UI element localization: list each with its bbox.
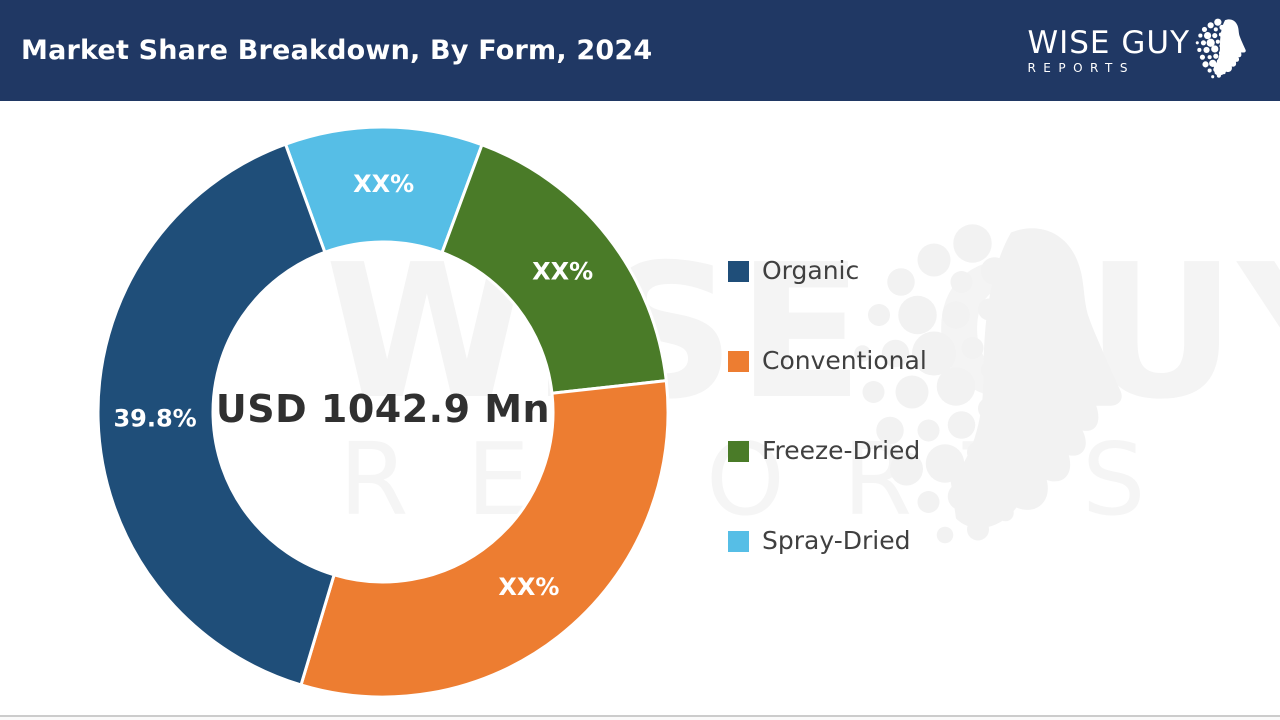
donut-slice-conventional — [299, 379, 670, 699]
legend-label: Conventional — [762, 346, 927, 375]
legend-item-spray-dried: Spray-Dried — [728, 526, 927, 556]
legend-label: Freeze-Dried — [762, 436, 921, 465]
donut-slice-freeze-dried — [440, 143, 668, 395]
slice-value-label-conventional: XX% — [498, 573, 559, 601]
page-title: Market Share Breakdown, By Form, 2024 — [21, 35, 653, 66]
wiseguy-face-icon — [1192, 15, 1254, 87]
header-bar: Market Share Breakdown, By Form, 2024 WI… — [0, 0, 1280, 101]
legend-swatch-conventional — [728, 350, 749, 372]
legend-swatch-freeze-dried — [728, 440, 749, 462]
legend-label: Organic — [762, 256, 860, 285]
legend-label: Spray-Dried — [762, 526, 911, 555]
logo-subtitle: REPORTS — [1027, 60, 1135, 75]
legend-swatch-organic — [728, 260, 749, 282]
wiseguy-logo: WISE GUY REPORTS — [1027, 15, 1254, 87]
legend-item-conventional: Conventional — [728, 346, 927, 376]
donut-slice-organic — [96, 142, 336, 687]
logo-wordmark: WISE GUY — [1027, 24, 1190, 61]
slide-bottom-border — [0, 715, 1280, 717]
slice-value-label-organic: 39.8% — [113, 405, 196, 433]
legend-item-freeze-dried: Freeze-Dried — [728, 436, 927, 466]
chart-legend: Organic Conventional Freeze-Dried Spray-… — [728, 256, 927, 556]
chart-center-value: USD 1042.9 Mn — [215, 387, 551, 431]
legend-swatch-spray-dried — [728, 530, 749, 552]
legend-item-organic: Organic — [728, 256, 927, 286]
slice-value-label-spray-dried: XX% — [353, 170, 414, 198]
logo-text: WISE GUY REPORTS — [1027, 24, 1190, 75]
slide-bottom-strip — [0, 717, 1280, 720]
donut-chart: XX% XX% XX% 39.8% — [96, 125, 670, 699]
slice-value-label-freeze-dried: XX% — [532, 258, 593, 286]
